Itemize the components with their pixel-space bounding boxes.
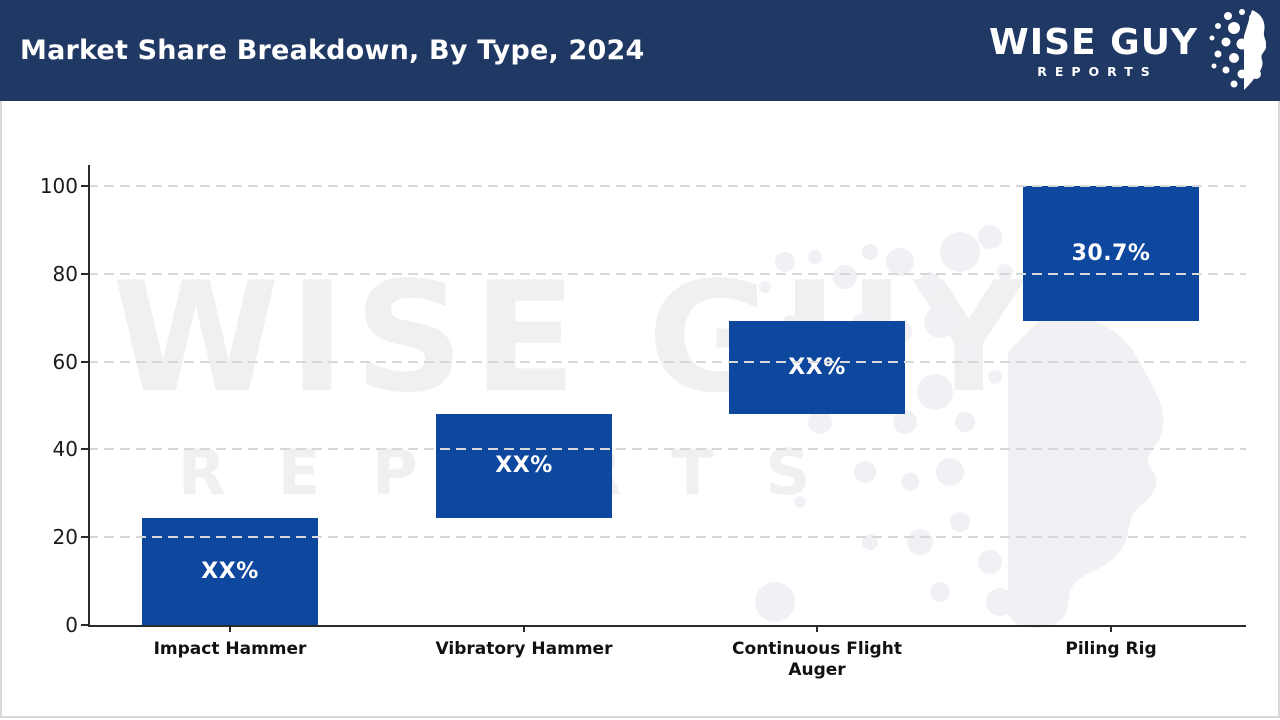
bar-vibratory-hammer: XX% [436, 413, 612, 518]
y-tick-label-100: 100 [39, 174, 78, 198]
logo-face-icon [1202, 6, 1267, 96]
y-axis-tick [81, 185, 88, 187]
x-tick-label-piling-rig: Piling Rig [1065, 639, 1157, 659]
x-axis-tick [1110, 625, 1112, 632]
bar-impact-hammer: XX% [142, 517, 318, 625]
y-tick-label-80: 80 [52, 261, 78, 286]
x-tick-label-impact-hammer: Impact Hammer [153, 639, 307, 659]
gridline-40 [88, 448, 1246, 451]
brand-tagline: REPORTS [1037, 63, 1158, 79]
bar-continuous-flight-auger: XX% [729, 320, 905, 414]
bar-value-label: XX% [495, 453, 553, 479]
gridline-20 [88, 536, 1246, 539]
y-axis-tick [81, 448, 88, 451]
y-axis-tick [81, 624, 88, 626]
brand-text: WISE GUY REPORTS [988, 21, 1198, 79]
x-axis-line [88, 625, 1246, 627]
y-tick-label-60: 60 [52, 349, 78, 374]
y-axis-line [88, 165, 90, 627]
y-tick-label-0: 0 [65, 613, 78, 637]
y-tick-label-20: 20 [52, 525, 78, 550]
y-axis-tick [81, 536, 88, 539]
y-tick-label-40: 40 [52, 437, 78, 462]
bar-value-label: XX% [788, 354, 846, 380]
brand-name: WISE GUY [988, 21, 1198, 63]
gridline-60 [88, 360, 1246, 363]
x-axis-tick [816, 625, 818, 632]
x-axis-tick [229, 625, 231, 632]
brand-logo: WISE GUY REPORTS [988, 6, 1267, 96]
bar-value-label: XX% [201, 558, 259, 584]
page-title: Market Share Breakdown, By Type, 2024 [20, 35, 645, 66]
gridline-80 [88, 272, 1246, 275]
chart-area: XX% XX% XX% 30.7% 0 20 40 60 80 100 Impact Hammer V… [0, 101, 1280, 718]
x-axis-tick [523, 625, 525, 632]
bar-value-label: 30.7% [1071, 240, 1151, 266]
x-tick-label-continuous-flight-auger: Continuous Flight Auger [732, 639, 902, 680]
y-axis-tick [81, 272, 88, 275]
bar-piling-rig: 30.7% [1023, 186, 1199, 321]
gridline-100 [88, 185, 1246, 187]
y-axis-tick [81, 360, 88, 363]
x-tick-label-vibratory-hammer: Vibratory Hammer [435, 639, 613, 659]
header-bar: Market Share Breakdown, By Type, 2024 WI… [0, 0, 1280, 101]
